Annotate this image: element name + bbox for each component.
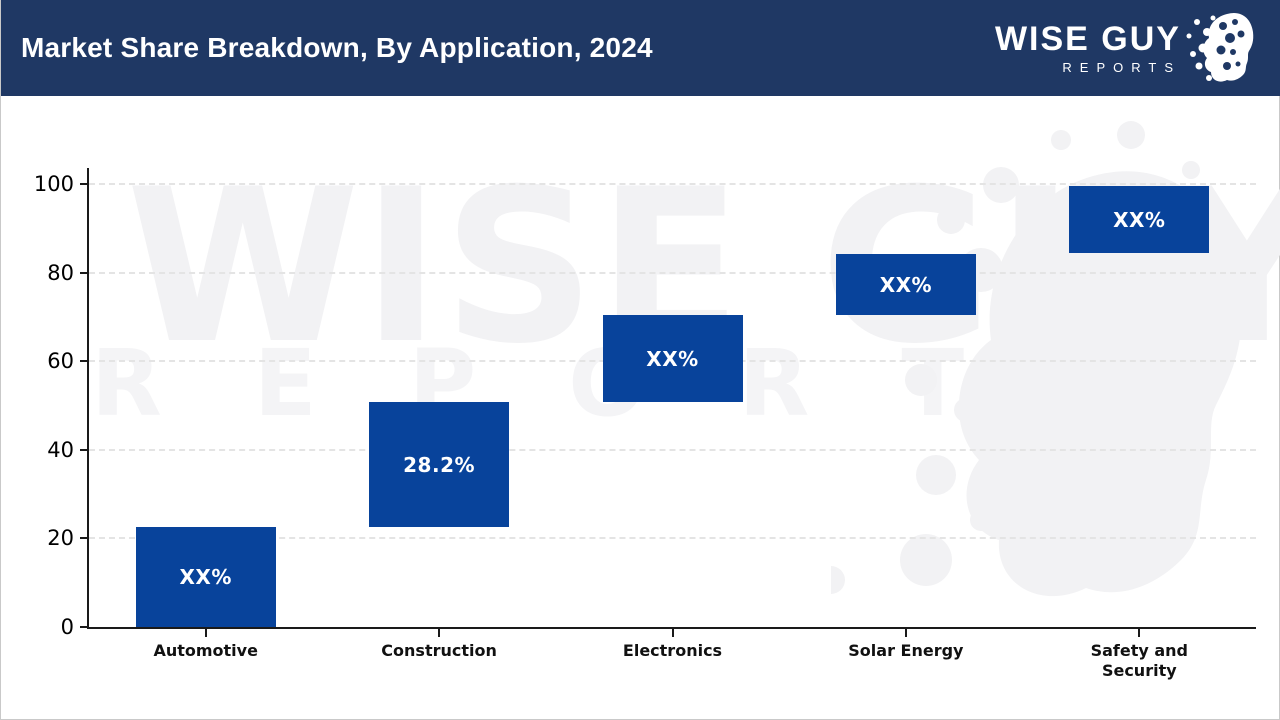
y-axis-line [87,168,89,629]
x-tick-0 [204,629,207,637]
y-tick-label-0: 0 [60,615,74,639]
gridline-80 [89,271,1256,274]
bar-value-label: 28.2% [403,452,476,477]
bar-construction: 28.2% [369,402,510,528]
logo-wordmark: WISE GUY [994,20,1181,58]
y-tick-label-20: 20 [47,526,74,551]
bar-value-label: XX% [879,272,933,297]
x-tick-2 [671,629,674,637]
logo-face-icon [1186,12,1254,82]
bar-automotive: XX% [135,527,276,627]
y-tick-60 [80,360,89,363]
x-tick-4 [1138,629,1141,637]
bar-value-label: XX% [179,565,232,590]
bar-safety-and-security: XX% [1069,186,1210,254]
y-tick-label-40: 40 [47,437,74,462]
x-label-construction: Construction [381,641,497,660]
wise-guy-reports-logo: WISE GUY REPORTS [995,8,1255,88]
x-label-safety-and-security: Safety and Security [1090,641,1188,680]
y-tick-20 [80,537,89,540]
page-title: Market Share Breakdown, By Application, … [21,32,653,63]
header-banner: Market Share Breakdown, By Application, … [1,0,1280,96]
logo-text: WISE GUY REPORTS [995,22,1181,74]
bar-solar-energy: XX% [835,254,976,316]
x-tick-3 [904,629,907,637]
y-tick-label-60: 60 [47,349,74,374]
y-tick-0 [80,626,89,628]
logo-subtitle: REPORTS [1062,60,1181,75]
x-label-solar-energy: Solar Energy [848,641,964,660]
y-tick-80 [80,271,89,274]
bar-electronics: XX% [602,315,743,403]
gridline-40 [89,448,1256,451]
chart-canvas: WISE GUY R E P O R T S 020406080100Autom… [1,96,1280,720]
y-tick-40 [80,448,89,451]
bar-value-label: XX% [646,346,699,371]
gridline-100 [89,183,1256,185]
x-label-electronics: Electronics [622,641,723,660]
bar-value-label: XX% [1113,207,1166,232]
y-tick-label-100: 100 [33,172,74,196]
y-tick-100 [80,183,89,185]
gridline-20 [89,537,1256,540]
y-tick-label-80: 80 [47,260,74,285]
x-axis-line [87,627,1256,629]
x-tick-1 [438,629,441,637]
x-label-automotive: Automotive [153,641,258,660]
